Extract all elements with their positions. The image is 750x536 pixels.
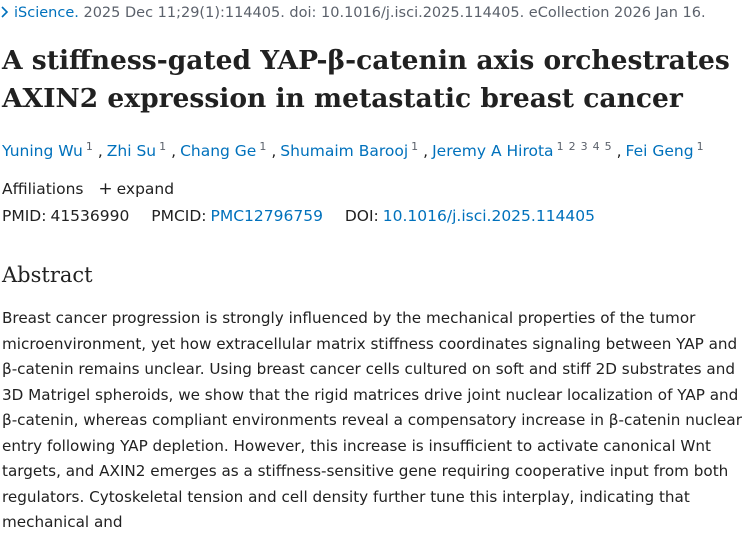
author-separator: , — [97, 142, 103, 161]
expand-affiliations-button[interactable]: + expand — [98, 179, 175, 199]
author-affiliation-refs[interactable]: 1 — [411, 140, 423, 153]
abstract-heading: Abstract — [2, 263, 93, 287]
author-separator: , — [616, 142, 622, 161]
chevron-right-icon[interactable] — [0, 4, 10, 20]
affiliation-ref[interactable]: 1 — [159, 140, 167, 153]
affiliation-ref[interactable]: 3 — [580, 140, 588, 153]
identifiers-row: PMID: 41536990 PMCID: PMC12796759 DOI: 10.1… — [2, 207, 595, 225]
affiliation-ref[interactable]: 2 — [568, 140, 576, 153]
affiliation-ref[interactable]: 1 — [85, 140, 93, 153]
author-link[interactable]: Jeremy A Hirota — [432, 142, 554, 161]
citation-details: 2025 Dec 11;29(1):114405. doi: 10.1016/j… — [83, 5, 706, 21]
affiliation-ref[interactable]: 4 — [592, 140, 600, 153]
author-link[interactable]: Shumaim Barooj — [280, 142, 409, 161]
affiliations-label: Affiliations — [2, 180, 84, 198]
affiliation-ref[interactable]: 1 — [556, 140, 564, 153]
article-title: A stiffness-gated YAP-β-catenin axis orc… — [2, 45, 730, 114]
author-link[interactable]: Zhi Su — [106, 142, 157, 161]
author-separator: , — [423, 142, 429, 161]
doi-link[interactable]: 10.1016/j.isci.2025.114405 — [382, 207, 595, 225]
pmid-value: 41536990 — [50, 207, 130, 225]
plus-icon: + — [98, 179, 113, 199]
pmcid-link[interactable]: PMC12796759 — [210, 207, 323, 225]
author-affiliation-refs[interactable]: 1 — [86, 140, 98, 153]
affiliations-row: Affiliations + expand — [2, 179, 174, 199]
author-link[interactable]: Yuning Wu — [2, 142, 83, 161]
author-link[interactable]: Chang Ge — [180, 142, 257, 161]
author-separator: , — [271, 142, 277, 161]
doi-label: DOI: — [344, 207, 379, 225]
affiliation-ref[interactable]: 5 — [604, 140, 612, 153]
expand-label: expand — [116, 180, 175, 198]
author-affiliation-refs[interactable]: 1 — [159, 140, 171, 153]
journal-link[interactable]: iScience. — [14, 5, 79, 21]
abstract-text: Breast cancer progression is strongly in… — [2, 309, 742, 531]
author-affiliation-refs[interactable]: 1 — [697, 140, 709, 153]
affiliation-ref[interactable]: 1 — [411, 140, 419, 153]
author-list: Yuning Wu 1, Zhi Su 1, Chang Ge 1, Shumaim Bar… — [2, 140, 709, 160]
citation-line: iScience. 2025 Dec 11;29(1):114405. doi:… — [0, 4, 706, 21]
author-affiliation-refs[interactable]: 1 — [259, 140, 271, 153]
affiliation-ref[interactable]: 1 — [259, 140, 267, 153]
pmid-label: PMID: — [2, 207, 47, 225]
author-link[interactable]: Fei Geng — [625, 142, 694, 161]
pmcid-label: PMCID: — [151, 207, 207, 225]
author-separator: , — [171, 142, 177, 161]
affiliation-ref[interactable]: 1 — [696, 140, 704, 153]
